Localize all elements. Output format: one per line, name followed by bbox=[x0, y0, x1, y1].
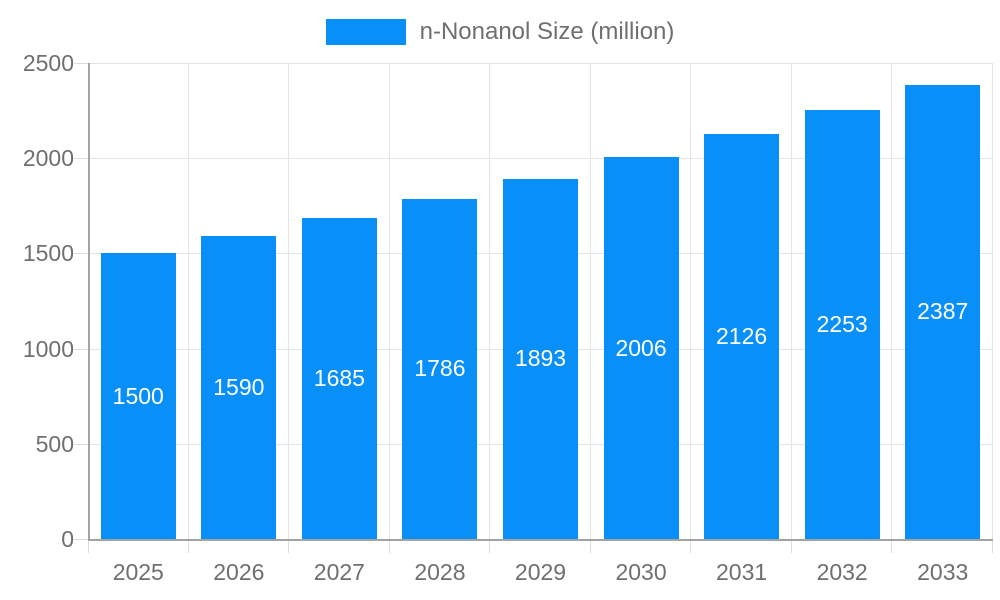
bar-value-label: 1685 bbox=[313, 365, 365, 392]
x-tick bbox=[388, 541, 390, 553]
y-gridline bbox=[88, 63, 993, 64]
x-axis-tick-label: 2029 bbox=[514, 559, 567, 585]
bar-2032[interactable]: 2253 bbox=[804, 110, 880, 539]
x-tick bbox=[187, 541, 189, 553]
legend-label: n-Nonanol Size (million) bbox=[419, 18, 675, 45]
y-tick bbox=[74, 158, 88, 160]
bar-value-label: 2126 bbox=[716, 323, 768, 350]
x-axis-tick-label: 2032 bbox=[816, 559, 868, 585]
bar-value-label: 2006 bbox=[615, 334, 667, 361]
x-gridline bbox=[992, 63, 993, 539]
bar-value-label: 2387 bbox=[917, 298, 969, 325]
bar-value-label: 1893 bbox=[514, 345, 567, 372]
y-tick bbox=[74, 63, 88, 64]
bar-value-label: 1590 bbox=[213, 374, 265, 401]
x-axis-tick-label: 2027 bbox=[313, 559, 365, 585]
x-tick bbox=[891, 541, 893, 553]
y-tick bbox=[74, 253, 88, 255]
y-axis-line bbox=[88, 63, 90, 541]
x-gridline bbox=[388, 63, 390, 539]
bar-value-label: 1500 bbox=[112, 382, 164, 409]
x-tick bbox=[992, 541, 993, 553]
y-tick bbox=[74, 443, 88, 445]
x-axis-tick-label: 2031 bbox=[716, 559, 768, 585]
x-gridline bbox=[589, 63, 591, 539]
legend-swatch-icon bbox=[325, 19, 406, 45]
x-tick bbox=[489, 541, 491, 553]
x-tick bbox=[790, 541, 792, 553]
y-gridline bbox=[88, 158, 993, 160]
x-gridline bbox=[489, 63, 491, 539]
x-axis-tick-label: 2025 bbox=[112, 559, 164, 585]
chart-legend[interactable]: n-Nonanol Size (million) bbox=[0, 16, 1000, 48]
y-axis-tick-label: 1500 bbox=[22, 240, 74, 267]
x-tick bbox=[589, 541, 591, 553]
bar-2028[interactable]: 1786 bbox=[402, 198, 478, 539]
y-tick bbox=[74, 348, 88, 350]
bar-2027[interactable]: 1685 bbox=[301, 218, 377, 539]
bar-2029[interactable]: 1893 bbox=[503, 178, 578, 539]
bar-2033[interactable]: 2387 bbox=[905, 84, 981, 539]
bar-value-label: 2253 bbox=[816, 311, 868, 338]
x-gridline bbox=[891, 63, 893, 539]
x-tick bbox=[690, 541, 692, 553]
x-gridline bbox=[790, 63, 792, 539]
bar-value-label: 1786 bbox=[414, 355, 466, 382]
x-gridline bbox=[187, 63, 189, 539]
x-tick bbox=[288, 541, 290, 553]
x-axis-tick-label: 2030 bbox=[615, 559, 667, 585]
y-axis-tick-label: 500 bbox=[35, 430, 74, 457]
x-gridline bbox=[690, 63, 692, 539]
bar-2030[interactable]: 2006 bbox=[603, 157, 679, 539]
x-axis-line bbox=[88, 539, 993, 541]
x-axis-tick-label: 2026 bbox=[213, 559, 265, 585]
bar-2026[interactable]: 1590 bbox=[201, 236, 277, 539]
y-axis-tick-label: 2000 bbox=[22, 145, 74, 172]
x-axis-tick-label: 2028 bbox=[414, 559, 466, 585]
y-axis-tick-label: 2500 bbox=[22, 50, 74, 76]
y-axis-tick-label: 1000 bbox=[22, 335, 74, 362]
bar-2025[interactable]: 1500 bbox=[100, 253, 176, 539]
x-tick bbox=[88, 541, 89, 553]
x-gridline bbox=[288, 63, 290, 539]
plot-area: 0 500 1000 1500 2000 2500 1500 2025 1590 2026 1685… bbox=[23, 51, 993, 585]
y-tick bbox=[74, 539, 88, 540]
bar-2031[interactable]: 2126 bbox=[704, 134, 780, 539]
x-axis-tick-label: 2033 bbox=[917, 559, 969, 585]
y-axis-tick-label: 0 bbox=[61, 526, 74, 552]
